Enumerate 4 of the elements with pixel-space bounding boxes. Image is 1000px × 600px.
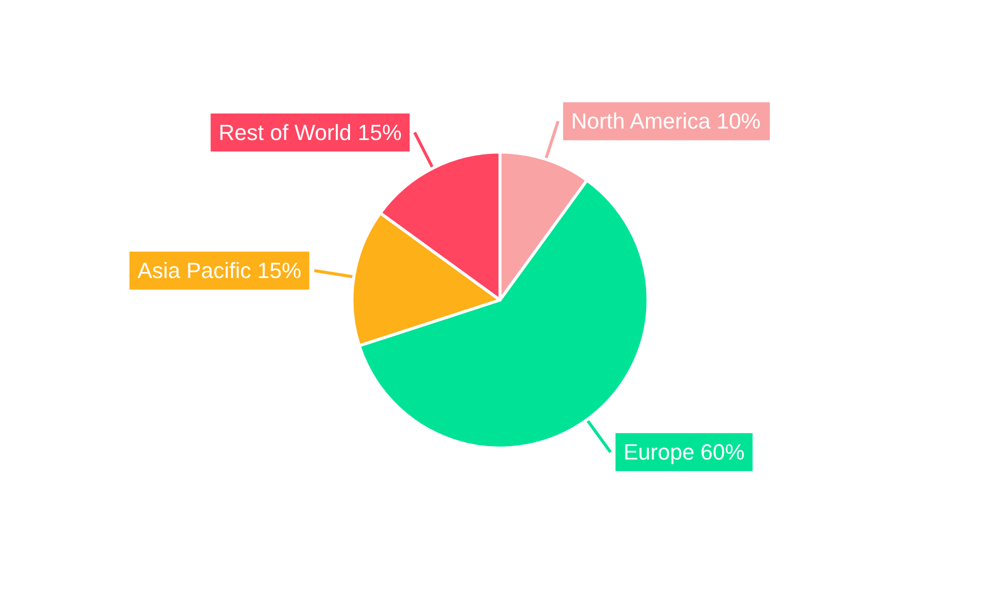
slice-label: Europe 60%: [624, 440, 745, 465]
slice-label: Rest of World 15%: [218, 120, 402, 145]
slice-label: North America 10%: [571, 108, 761, 134]
slice-label: Asia Pacific 15%: [137, 258, 302, 284]
